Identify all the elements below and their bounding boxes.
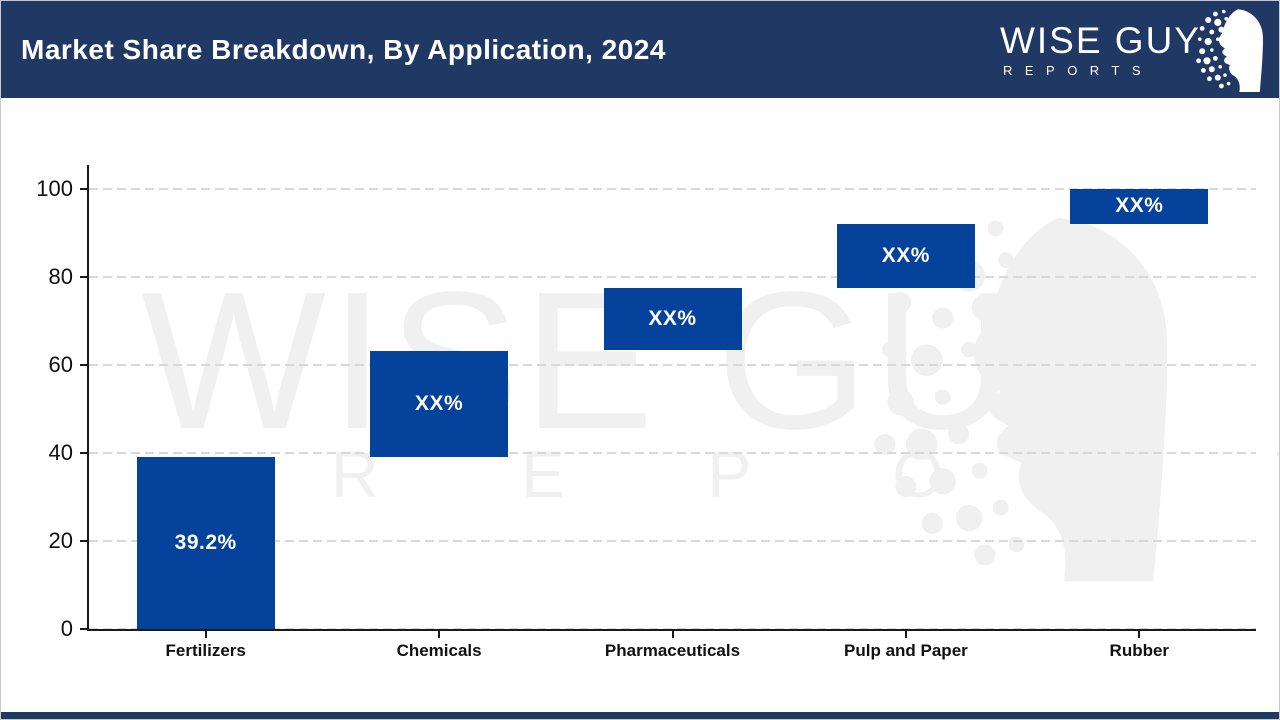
bar-value-label: XX% <box>415 391 464 415</box>
logo-wordmark: WISE GUY <box>999 19 1201 61</box>
bar-pulp-and-paper: XX% <box>836 223 975 288</box>
bar-pharmaceuticals: XX% <box>603 287 742 351</box>
gridline <box>89 540 1256 542</box>
y-tick-mark <box>80 364 87 366</box>
page-title: Market Share Breakdown, By Application, … <box>21 33 666 65</box>
x-axis-line <box>87 629 1256 631</box>
bar-rubber: XX% <box>1070 189 1209 224</box>
y-axis-line <box>87 165 89 631</box>
footer-bar <box>1 712 1279 719</box>
x-category-label: Pharmaceuticals <box>604 641 741 660</box>
y-tick-label: 20 <box>48 528 73 553</box>
y-tick-label: 60 <box>48 352 73 377</box>
logo-subtitle: REPORTS <box>1002 62 1154 78</box>
y-tick-label: 40 <box>48 440 73 465</box>
plot-area: 0 20 40 60 80 100 39.2% Fertilizers XX% Chemicals… <box>36 165 1256 660</box>
y-tick-mark <box>80 188 87 190</box>
gridline <box>89 452 1256 454</box>
bar-fertilizers: 39.2% <box>136 456 275 629</box>
bar-value-label: XX% <box>1115 194 1164 218</box>
y-tick-mark <box>80 540 87 542</box>
y-tick-mark <box>80 276 87 278</box>
logo-text: WISE GUY REPORTS <box>1000 22 1201 78</box>
x-tick-mark <box>438 631 441 638</box>
y-tick-label: 100 <box>36 176 73 201</box>
x-category-label: Rubber <box>1109 641 1170 660</box>
bar-chemicals: XX% <box>370 350 509 457</box>
y-tick-label: 0 <box>60 616 73 641</box>
bar-value-label: 39.2% <box>174 530 237 554</box>
gridline <box>89 188 1256 190</box>
y-tick-mark <box>80 628 87 630</box>
x-category-label: Fertilizers <box>165 641 246 660</box>
dotted-head-icon <box>1195 8 1267 92</box>
x-tick-mark <box>671 631 674 638</box>
wise-guy-reports-logo: WISE GUY REPORTS <box>1000 8 1280 92</box>
gridline <box>89 276 1256 278</box>
x-category-label: Pulp and Paper <box>844 641 968 660</box>
bar-value-label: XX% <box>648 307 697 331</box>
x-category-label: Chemicals <box>396 641 482 660</box>
x-tick-mark <box>1138 631 1141 638</box>
bar-value-label: XX% <box>881 243 930 267</box>
gridline <box>89 364 1256 366</box>
x-tick-mark <box>904 631 907 638</box>
x-tick-mark <box>204 631 207 638</box>
y-tick-mark <box>80 452 87 454</box>
y-tick-label: 80 <box>48 264 73 289</box>
header-bar: Market Share Breakdown, By Application, … <box>1 1 1280 98</box>
